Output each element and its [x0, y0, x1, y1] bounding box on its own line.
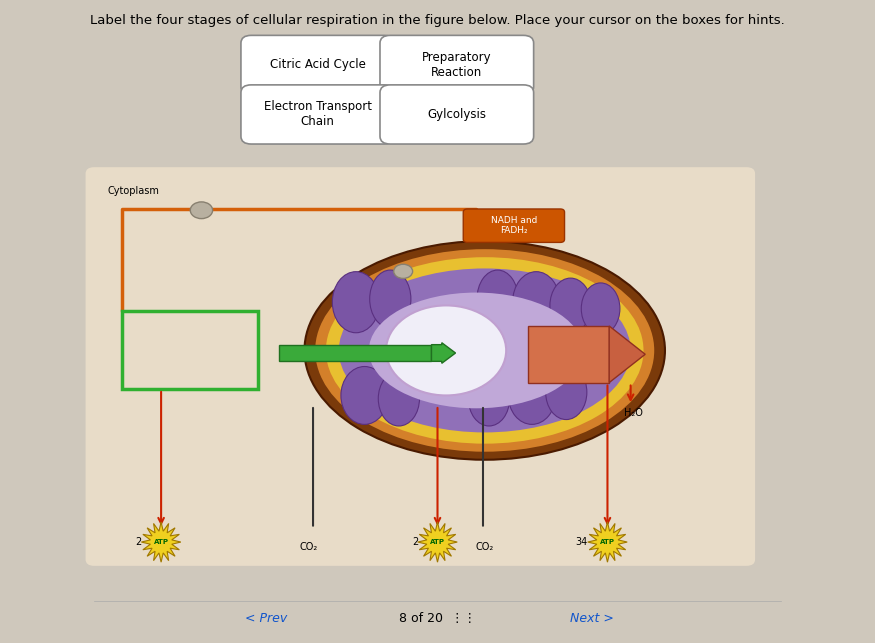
FancyBboxPatch shape	[380, 85, 534, 144]
Text: Gylcolysis: Gylcolysis	[427, 108, 487, 121]
Circle shape	[190, 202, 213, 219]
Text: 2: 2	[412, 537, 418, 547]
FancyBboxPatch shape	[86, 167, 755, 566]
Bar	[123, 311, 258, 389]
Polygon shape	[417, 522, 458, 562]
Ellipse shape	[369, 293, 584, 408]
Ellipse shape	[468, 371, 509, 426]
Ellipse shape	[332, 271, 380, 333]
Ellipse shape	[378, 371, 419, 426]
Text: 2: 2	[135, 537, 142, 547]
Ellipse shape	[513, 271, 560, 333]
FancyBboxPatch shape	[241, 85, 395, 144]
FancyBboxPatch shape	[241, 35, 395, 95]
Polygon shape	[588, 522, 627, 562]
Ellipse shape	[477, 270, 518, 328]
Text: Citric Acid Cycle: Citric Acid Cycle	[270, 59, 366, 71]
Ellipse shape	[341, 367, 388, 424]
Ellipse shape	[339, 269, 631, 433]
Text: 34: 34	[576, 537, 588, 547]
Text: Label the four stages of cellular respiration in the figure below. Place your cu: Label the four stages of cellular respir…	[90, 14, 785, 27]
Text: NADH and
FADH₂: NADH and FADH₂	[491, 216, 537, 235]
FancyBboxPatch shape	[279, 345, 431, 361]
Text: ATP: ATP	[154, 539, 169, 545]
Circle shape	[394, 264, 413, 278]
Text: 8 of 20  ⋮⋮: 8 of 20 ⋮⋮	[399, 612, 476, 625]
Polygon shape	[609, 326, 645, 383]
Ellipse shape	[508, 367, 556, 424]
Text: < Prev: < Prev	[245, 612, 287, 625]
FancyBboxPatch shape	[380, 35, 534, 95]
Text: Electron Transport
Chain: Electron Transport Chain	[263, 100, 372, 129]
FancyArrow shape	[431, 343, 456, 363]
Text: Preparatory
Reaction: Preparatory Reaction	[422, 51, 492, 79]
Text: Next >: Next >	[570, 612, 614, 625]
Ellipse shape	[581, 283, 619, 334]
Text: ATP: ATP	[430, 539, 445, 545]
FancyBboxPatch shape	[528, 326, 609, 383]
Text: ATP: ATP	[600, 539, 615, 545]
Text: H₂O: H₂O	[624, 408, 642, 418]
Ellipse shape	[550, 278, 592, 333]
FancyBboxPatch shape	[463, 209, 564, 242]
Ellipse shape	[546, 365, 587, 420]
Ellipse shape	[370, 270, 411, 328]
Text: CO₂: CO₂	[299, 541, 318, 552]
Circle shape	[386, 305, 506, 395]
Text: CO₂: CO₂	[476, 541, 494, 552]
Ellipse shape	[326, 257, 643, 444]
Text: Cytoplasm: Cytoplasm	[107, 186, 159, 197]
Ellipse shape	[304, 241, 665, 460]
Ellipse shape	[315, 249, 654, 451]
Polygon shape	[142, 522, 181, 562]
